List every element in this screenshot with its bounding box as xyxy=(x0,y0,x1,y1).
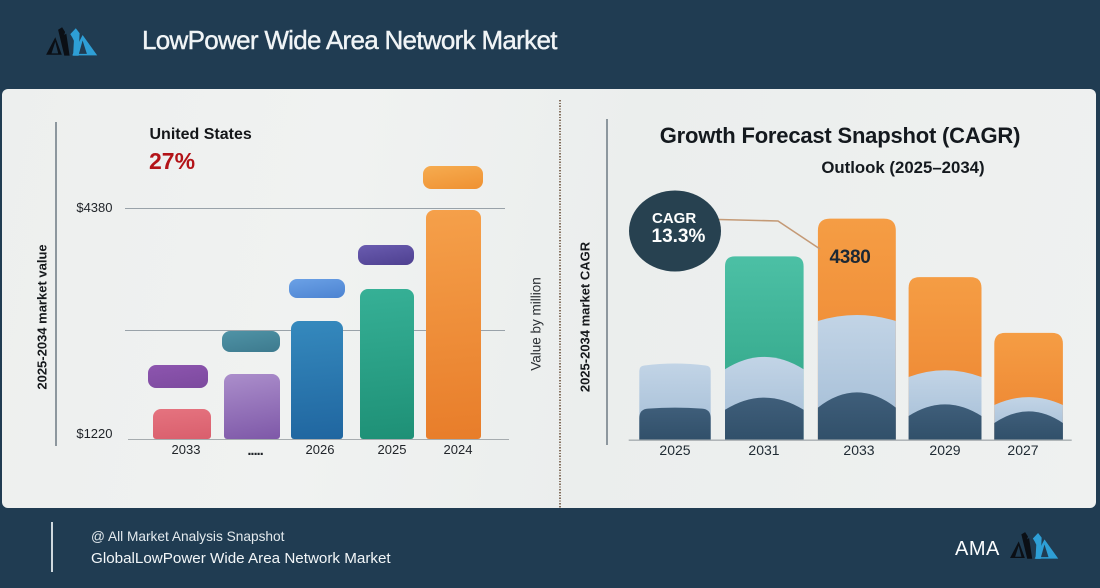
svg-text:CAGR: CAGR xyxy=(652,210,696,227)
svg-text:4380: 4380 xyxy=(830,247,871,268)
svg-text:13.3%: 13.3% xyxy=(652,226,706,247)
